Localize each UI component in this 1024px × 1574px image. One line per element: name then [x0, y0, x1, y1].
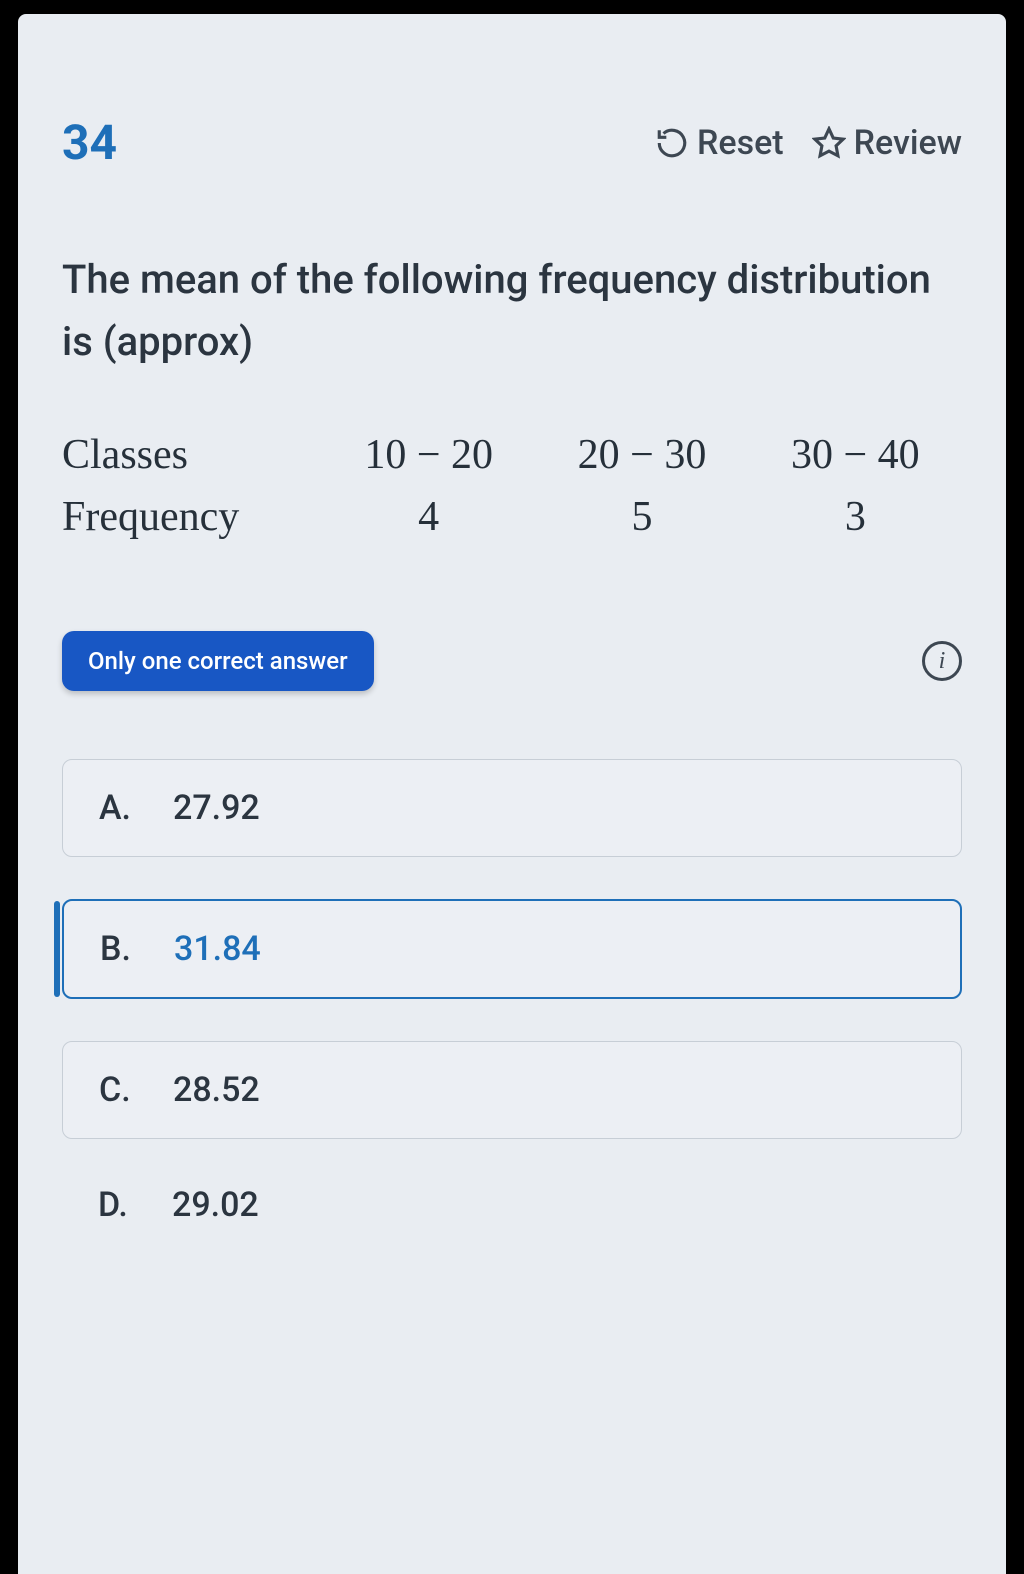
question-text: The mean of the following frequency dist…	[62, 249, 962, 373]
option-b[interactable]: B. 31.84	[62, 899, 962, 999]
classes-cells: 10 − 20 20 − 30 30 − 40	[322, 431, 962, 479]
phone-frame: 34 Reset Review The mean of the follo	[0, 0, 1024, 1574]
option-letter: D.	[98, 1185, 138, 1225]
info-icon[interactable]: i	[922, 641, 962, 681]
reset-button[interactable]: Reset	[655, 123, 784, 163]
option-letter: C.	[99, 1070, 139, 1110]
review-button[interactable]: Review	[812, 123, 962, 163]
option-c[interactable]: C. 28.52	[62, 1041, 962, 1139]
top-actions: Reset Review	[655, 123, 962, 163]
review-label: Review	[854, 123, 962, 163]
answer-type-badge: Only one correct answer	[62, 631, 374, 691]
class-cell: 30 − 40	[749, 431, 962, 479]
topbar: 34 Reset Review	[62, 114, 962, 171]
star-icon	[812, 126, 846, 160]
question-number: 34	[62, 114, 117, 171]
option-value: 28.52	[173, 1070, 260, 1110]
reset-label: Reset	[697, 123, 784, 163]
row-label-classes: Classes	[62, 431, 322, 479]
freq-cell: 3	[749, 493, 962, 541]
option-d[interactable]: D. 29.02	[62, 1181, 962, 1229]
option-a[interactable]: A. 27.92	[62, 759, 962, 857]
reset-icon	[655, 126, 689, 160]
freq-cell: 5	[535, 493, 748, 541]
table-row: Frequency 4 5 3	[62, 493, 962, 541]
option-letter: B.	[100, 929, 140, 969]
class-cell: 20 − 30	[535, 431, 748, 479]
freq-cell: 4	[322, 493, 535, 541]
option-letter: A.	[99, 788, 139, 828]
row-label-frequency: Frequency	[62, 493, 322, 541]
class-cell: 10 − 20	[322, 431, 535, 479]
frequency-cells: 4 5 3	[322, 493, 962, 541]
frequency-table: Classes 10 − 20 20 − 30 30 − 40 Frequenc…	[62, 431, 962, 541]
badge-row: Only one correct answer i	[62, 631, 962, 691]
option-value: 31.84	[174, 929, 261, 969]
option-value: 27.92	[173, 788, 260, 828]
option-value: 29.02	[172, 1185, 259, 1225]
table-row: Classes 10 − 20 20 − 30 30 − 40	[62, 431, 962, 479]
options-list: A. 27.92 B. 31.84 C. 28.52 D. 29.02	[62, 759, 962, 1229]
quiz-screen: 34 Reset Review The mean of the follo	[18, 14, 1006, 1574]
